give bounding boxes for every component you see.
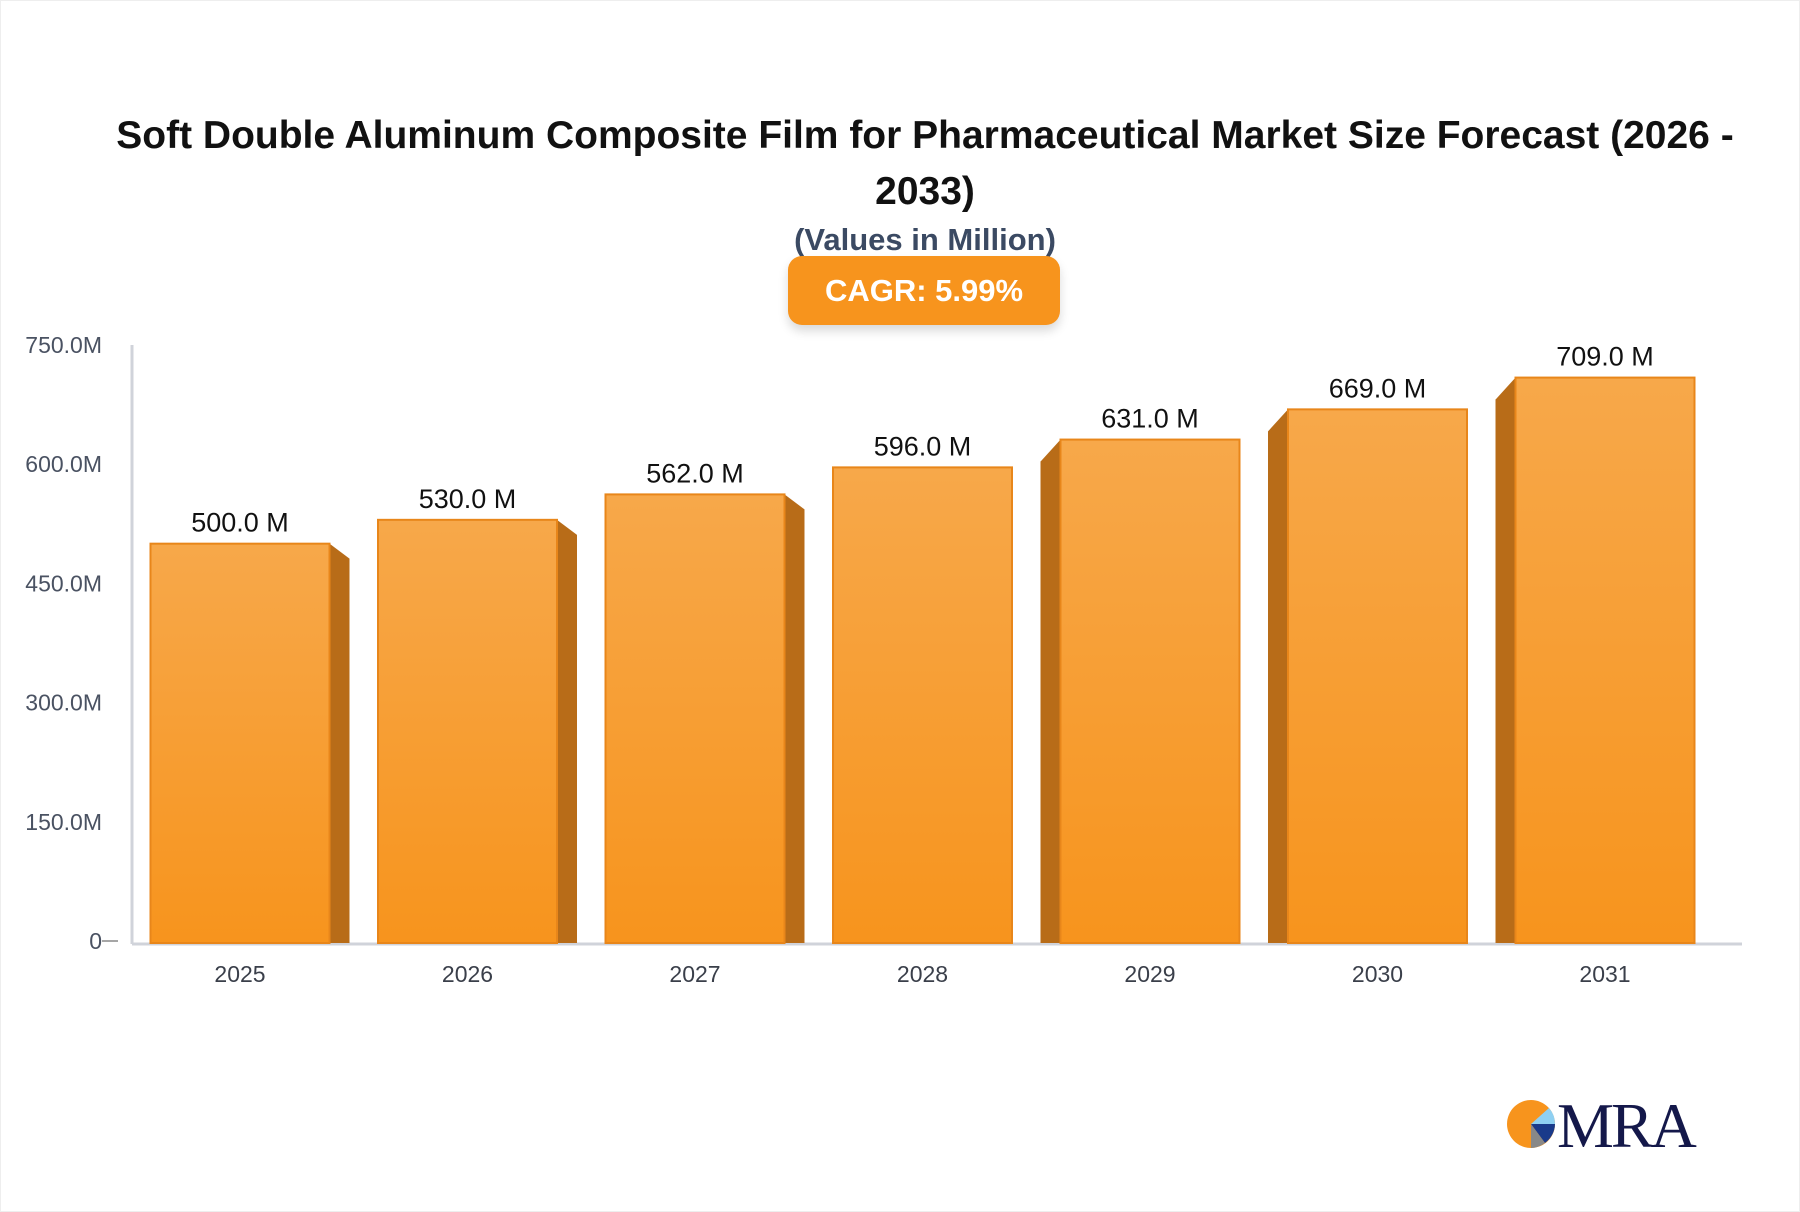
bar <box>832 466 1013 944</box>
bar-side <box>329 543 350 943</box>
bar-side <box>1040 439 1061 943</box>
data-label: 669.0 M <box>1329 373 1427 403</box>
bar <box>1287 408 1468 945</box>
data-label: 530.0 M <box>419 484 517 514</box>
bar-side <box>1495 377 1516 944</box>
x-tick-label: 2025 <box>214 961 265 987</box>
cagr-badge: CAGR: 5.99% <box>788 256 1060 325</box>
y-tick-label: 750.0M <box>25 332 102 358</box>
bar <box>604 493 786 944</box>
bar <box>377 518 558 944</box>
x-tick-label: 2029 <box>1124 961 1175 987</box>
data-label: 709.0 M <box>1556 342 1654 372</box>
bar <box>1514 376 1696 944</box>
x-tick-label: 2030 <box>1352 961 1403 987</box>
mra-logo: MRA <box>1505 1090 1697 1161</box>
y-tick-label: 300.0M <box>25 690 102 716</box>
x-tick-label: 2028 <box>897 961 948 987</box>
x-tick-label: 2027 <box>669 961 720 987</box>
logo-pie-icon <box>1507 1100 1556 1148</box>
y-tick-label: 450.0M <box>25 570 102 596</box>
y-tick-label: 600.0M <box>25 451 102 477</box>
logo-text: MRA <box>1557 1090 1697 1161</box>
bar-side <box>784 494 805 943</box>
x-tick-label: 2026 <box>442 961 493 987</box>
chart-title: Soft Double Aluminum Composite Film for … <box>116 114 1734 213</box>
data-label: 500.0 M <box>191 508 289 538</box>
y-tick-label: 0 <box>89 928 102 954</box>
data-label: 631.0 M <box>1101 404 1199 434</box>
y-tick-label: 150.0M <box>25 809 102 835</box>
bar-side <box>557 519 577 943</box>
bar-side <box>1268 409 1288 943</box>
data-label: 562.0 M <box>646 458 744 488</box>
x-tick-label: 2031 <box>1579 961 1630 987</box>
bar <box>1059 438 1241 944</box>
bar <box>149 542 331 945</box>
chart-subtitle: (Values in Million) <box>794 222 1056 257</box>
data-label: 596.0 M <box>874 431 972 461</box>
